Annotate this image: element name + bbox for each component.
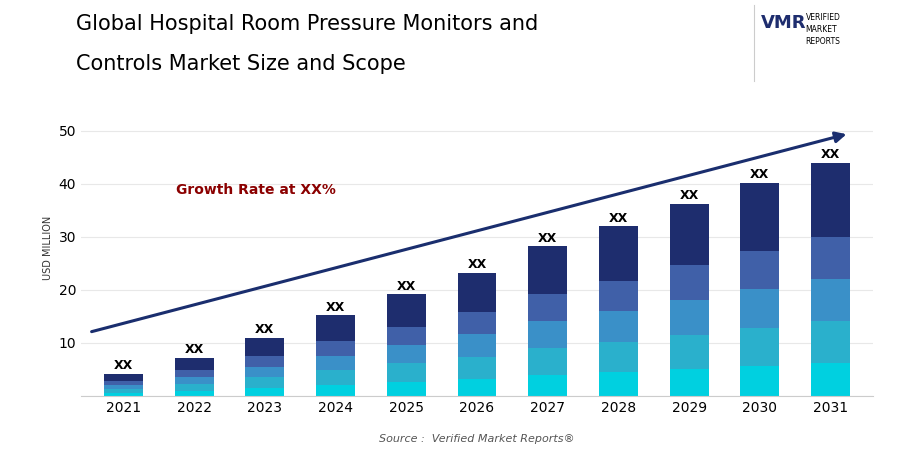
Bar <box>316 385 355 396</box>
Bar <box>246 356 284 367</box>
Bar <box>104 389 143 393</box>
Bar <box>316 356 355 370</box>
Bar <box>528 247 567 294</box>
Bar <box>457 357 497 379</box>
Bar <box>528 348 567 375</box>
Bar <box>246 338 284 356</box>
Bar <box>528 294 567 321</box>
Bar <box>670 334 708 369</box>
Bar <box>175 370 213 377</box>
Bar <box>811 279 850 321</box>
Bar <box>457 334 497 357</box>
Bar <box>387 345 426 364</box>
Y-axis label: USD MILLION: USD MILLION <box>43 216 53 279</box>
Text: XX: XX <box>397 279 416 292</box>
Bar <box>599 342 638 372</box>
Bar <box>457 312 497 334</box>
Bar <box>104 393 143 396</box>
Bar <box>670 369 708 396</box>
Bar <box>670 204 708 266</box>
Bar <box>811 363 850 396</box>
Bar <box>387 327 426 345</box>
Bar <box>811 162 850 237</box>
Text: XX: XX <box>467 258 487 271</box>
Bar <box>175 391 213 396</box>
Text: XX: XX <box>680 189 698 202</box>
Text: Source :  Verified Market Reports®: Source : Verified Market Reports® <box>379 433 575 444</box>
Bar <box>316 315 355 341</box>
Text: XX: XX <box>821 148 841 161</box>
Text: Global Hospital Room Pressure Monitors and: Global Hospital Room Pressure Monitors a… <box>76 14 539 33</box>
Bar <box>811 237 850 279</box>
Text: XX: XX <box>256 323 274 336</box>
Bar <box>104 385 143 389</box>
Text: XX: XX <box>538 232 557 245</box>
Bar <box>246 367 284 378</box>
Text: XX: XX <box>326 301 346 314</box>
Bar <box>741 251 779 289</box>
Bar <box>457 379 497 396</box>
Bar <box>741 183 779 251</box>
Bar <box>741 289 779 328</box>
Text: XX: XX <box>113 359 133 372</box>
Text: XX: XX <box>608 212 628 225</box>
Bar <box>175 377 213 384</box>
Bar <box>387 382 426 396</box>
Bar <box>741 328 779 366</box>
Bar <box>528 321 567 348</box>
Bar <box>599 311 638 342</box>
Bar <box>387 364 426 382</box>
Text: Controls Market Size and Scope: Controls Market Size and Scope <box>76 54 406 74</box>
Bar <box>316 370 355 385</box>
Bar <box>670 266 708 300</box>
Text: XX: XX <box>751 168 770 181</box>
Text: VERIFIED
MARKET
REPORTS: VERIFIED MARKET REPORTS <box>806 14 841 46</box>
Text: VMR: VMR <box>760 14 806 32</box>
Bar <box>175 358 213 370</box>
Bar <box>316 341 355 356</box>
Bar <box>528 375 567 396</box>
Bar <box>457 273 497 312</box>
Bar <box>811 321 850 363</box>
Bar <box>599 226 638 281</box>
Text: XX: XX <box>184 343 203 356</box>
Bar <box>670 300 708 334</box>
Bar <box>741 366 779 396</box>
Bar <box>246 388 284 396</box>
Bar <box>387 294 426 327</box>
Bar <box>104 381 143 385</box>
Text: Growth Rate at XX%: Growth Rate at XX% <box>176 183 336 197</box>
Bar <box>104 374 143 381</box>
Bar <box>599 372 638 396</box>
Bar <box>599 281 638 311</box>
Bar <box>175 384 213 391</box>
Bar <box>246 378 284 388</box>
